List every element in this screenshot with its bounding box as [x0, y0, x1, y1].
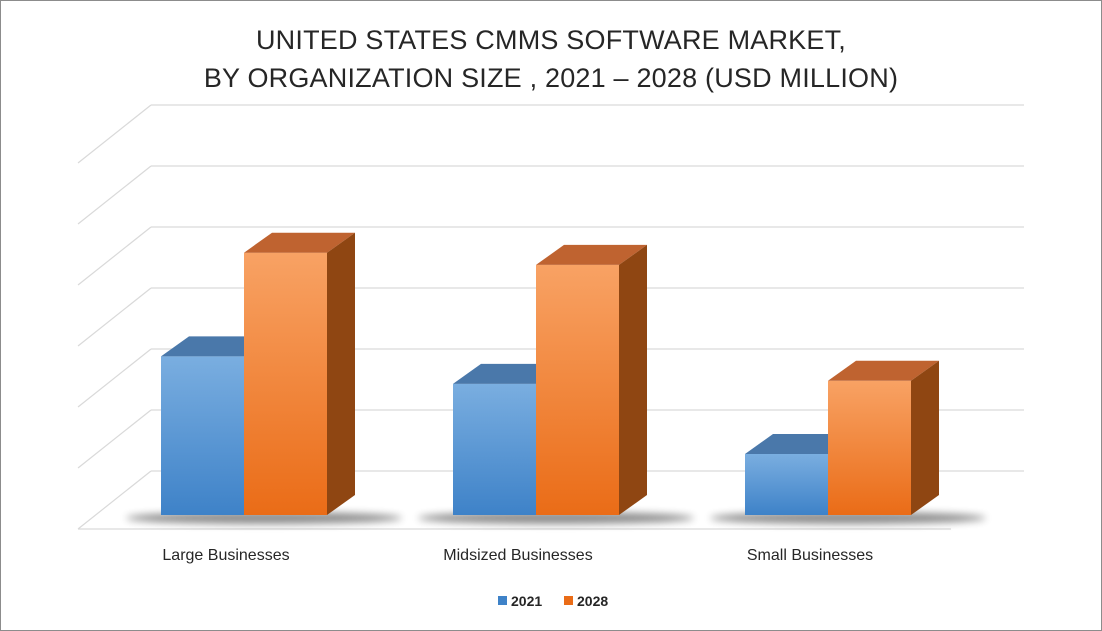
chart-title-line-2: BY ORGANIZATION SIZE , 2021 – 2028 (USD … [203, 63, 899, 93]
bar-top-2028-0 [244, 232, 355, 253]
bar-2028-2 [828, 360, 939, 515]
bar-side-2028-2 [911, 360, 939, 515]
category-labels: Large Businesses Midsized Businesses Small… [162, 547, 873, 564]
bar-front-2021-2 [745, 454, 828, 515]
bars [161, 232, 939, 515]
legend-label-2021: 2021 [511, 593, 542, 609]
bar-front-2021-1 [453, 383, 536, 515]
category-label-0: Large Businesses [162, 547, 289, 564]
bar-front-2028-2 [828, 380, 911, 515]
floor-left-edge [77, 470, 152, 530]
bar-front-2021-0 [161, 356, 244, 515]
bar-front-2028-0 [244, 252, 327, 515]
legend-swatch-2028 [564, 596, 573, 605]
gridline-side-6 [77, 104, 152, 164]
legend-label-2028: 2028 [577, 593, 608, 609]
gridline-side-5 [77, 165, 152, 225]
gridline-side-4 [77, 226, 152, 286]
bar-front-2028-1 [536, 264, 619, 515]
gridline-side-2 [77, 348, 152, 408]
legend: 2021 2028 [498, 593, 608, 609]
legend-swatch-2021 [498, 596, 507, 605]
gridline-side-3 [77, 287, 152, 347]
bar-2028-0 [244, 232, 355, 515]
bar-2028-1 [536, 244, 647, 515]
category-label-1: Midsized Businesses [443, 547, 592, 564]
bar-top-2028-2 [828, 360, 939, 381]
chart-title-line-1: UNITED STATES CMMS SOFTWARE MARKET, [255, 25, 847, 55]
bar-top-2028-1 [536, 244, 647, 265]
gridline-side-1 [77, 409, 152, 469]
category-label-2: Small Businesses [747, 547, 873, 564]
bar-side-2028-1 [619, 244, 647, 515]
bar-side-2028-0 [327, 232, 355, 515]
